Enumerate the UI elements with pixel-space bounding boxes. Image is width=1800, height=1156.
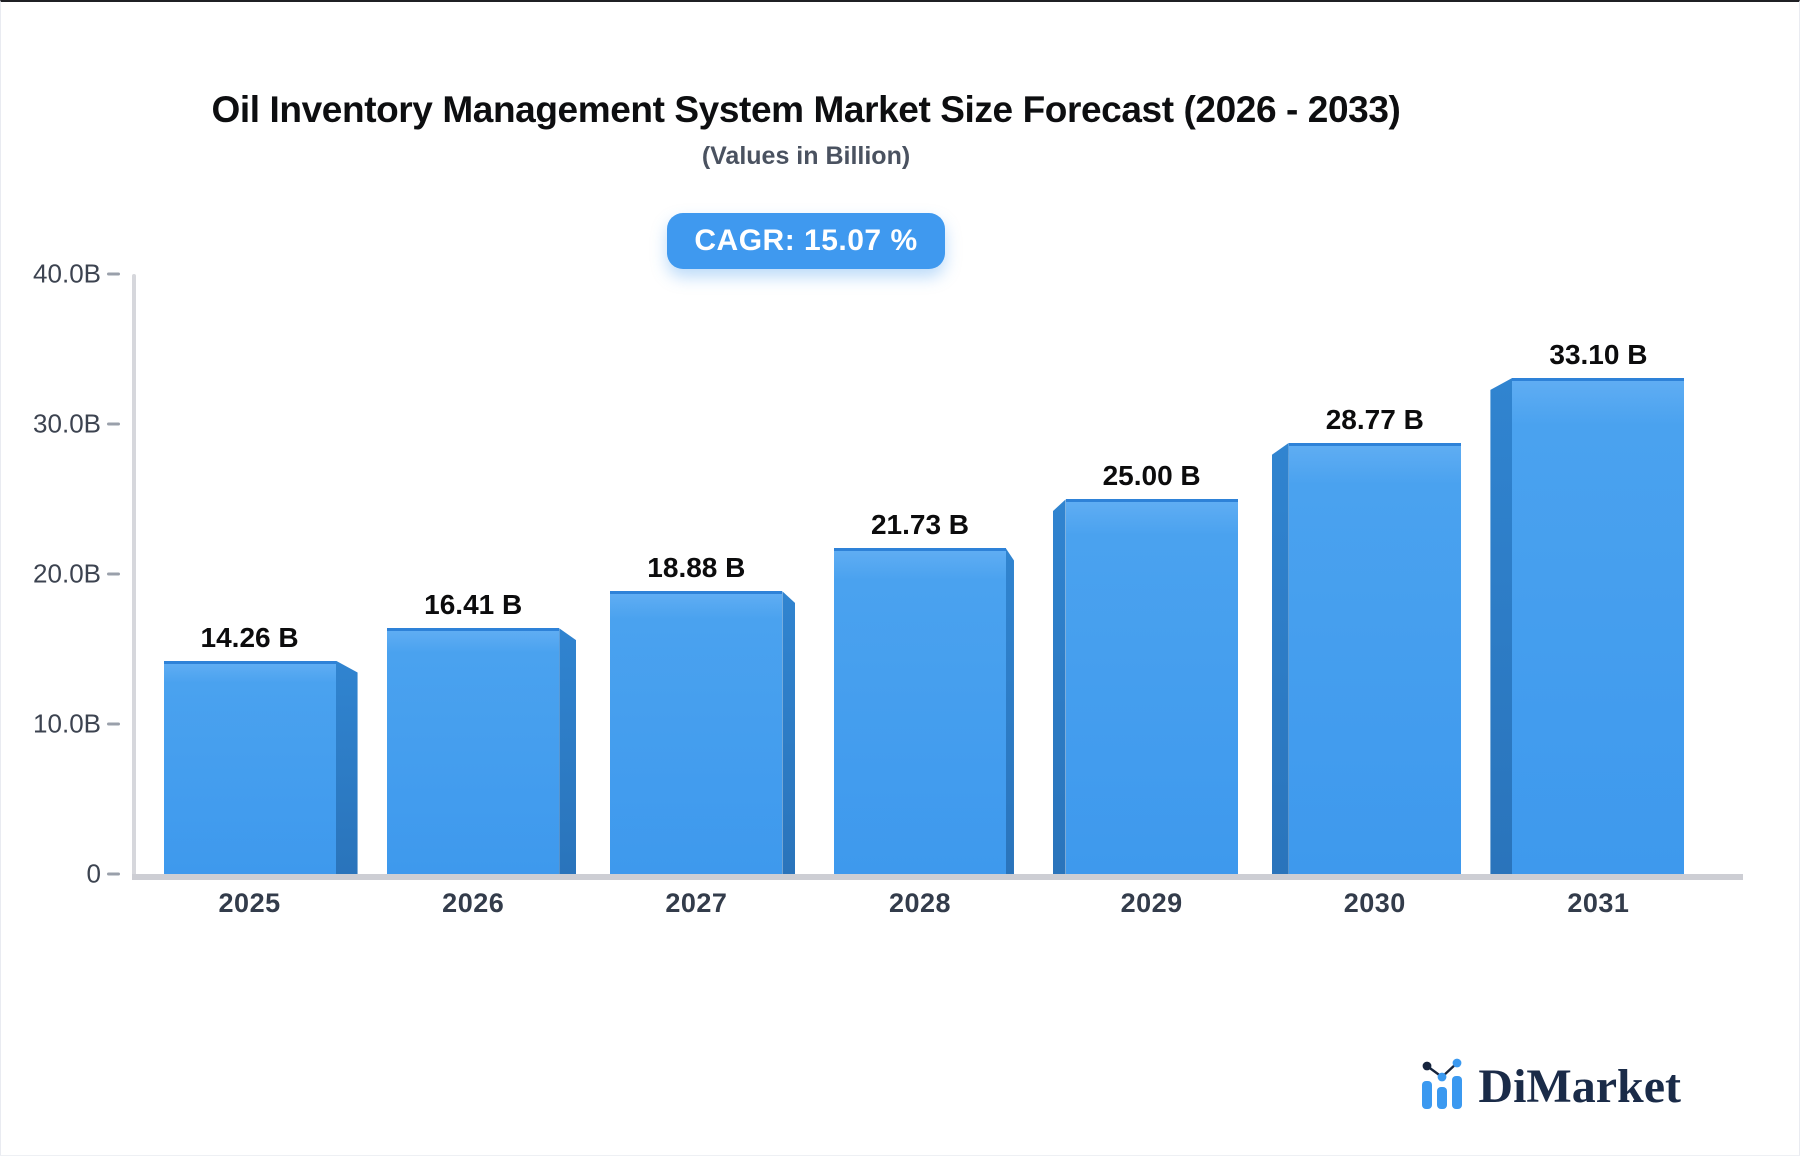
chart-title: Oil Inventory Management System Market S… — [211, 89, 1401, 130]
badge-row: CAGR: 15.07 % — [1, 213, 1611, 270]
bar-chart: 40.0B 30.0B 20.0B 10.0B 0 14.26 B 16.41 B 18.8… — [33, 259, 1743, 918]
bar-2028: 21.73 B — [833, 509, 1006, 875]
y-axis-line — [132, 274, 136, 879]
y-tick: 0 — [1, 859, 121, 890]
bar-slot: 25.00 B — [1035, 460, 1256, 875]
bar-2027: 18.88 B — [610, 552, 783, 875]
bar-value-label: 25.00 B — [1102, 460, 1201, 492]
y-tick: 30.0B — [1, 409, 121, 440]
bar-2026: 16.41 B — [387, 589, 560, 875]
y-tick-label: 0 — [86, 858, 101, 889]
y-tick-mark — [107, 722, 120, 726]
y-tick-mark — [107, 422, 120, 426]
y-tick: 10.0B — [1, 709, 121, 740]
y-tick-mark — [107, 872, 120, 876]
chart-subtitle: (Values in Billion) — [701, 142, 911, 171]
brand-logo: DiMarket — [1420, 1057, 1681, 1111]
bar-3d-side — [1271, 442, 1289, 875]
y-tick-label: 10.0B — [33, 708, 101, 739]
bar-group: 21.73 B — [833, 509, 1014, 875]
y-tick-mark — [107, 272, 120, 276]
y-tick-mark — [107, 572, 120, 576]
brand-logo-text: DiMarket — [1478, 1060, 1681, 1113]
x-axis-line — [132, 874, 1743, 881]
x-label-slot: 2029 — [1035, 888, 1256, 919]
bar-value-label: 33.10 B — [1549, 338, 1648, 370]
bar-chart-trend-icon — [1422, 1058, 1463, 1109]
bar-slot: 28.77 B — [1256, 404, 1477, 875]
bar-value-label: 14.26 B — [200, 621, 299, 653]
x-label-slot: 2025 — [150, 888, 371, 919]
bar-group: 25.00 B — [1052, 460, 1238, 875]
y-tick-label: 40.0B — [33, 258, 101, 289]
bar-value-label: 28.77 B — [1325, 403, 1424, 435]
x-axis-label: 2031 — [1567, 888, 1630, 919]
x-label-slot: 2026 — [371, 888, 592, 919]
bar-group: 14.26 B — [163, 622, 358, 875]
y-tick: 20.0B — [1, 559, 121, 590]
bar-2029: 25.00 B — [1065, 460, 1238, 875]
x-axis-label: 2029 — [1120, 888, 1183, 919]
bar-value-label: 16.41 B — [424, 589, 523, 621]
bar-2031: 33.10 B — [1512, 339, 1685, 875]
bar-slot: 21.73 B — [813, 509, 1034, 875]
x-label-slot: 2027 — [592, 888, 813, 919]
bar-3d-side — [559, 628, 577, 875]
bars-container: 14.26 B 16.41 B 18.88 B 21.73 B 25.00 B 28.77… — [150, 274, 1698, 875]
bar-slot: 18.88 B — [592, 552, 813, 875]
x-label-slot: 2031 — [1477, 888, 1698, 919]
bar-value-label: 18.88 B — [647, 552, 746, 584]
x-axis-labels: 2025 2026 2027 2028 2029 2030 2031 — [150, 888, 1698, 919]
bar-group: 33.10 B — [1490, 339, 1685, 875]
bar-3d-side — [1490, 377, 1513, 875]
x-axis-label: 2026 — [442, 888, 505, 919]
x-label-slot: 2028 — [813, 888, 1034, 919]
x-axis-label: 2025 — [218, 888, 281, 919]
chart-header: Oil Inventory Management System Market S… — [1, 88, 1611, 171]
x-axis-label: 2030 — [1343, 888, 1406, 919]
bar-3d-side — [335, 660, 358, 875]
bar-group: 28.77 B — [1271, 404, 1461, 875]
x-axis-label: 2028 — [888, 888, 952, 919]
bar-3d-side — [1052, 499, 1066, 875]
bar-slot: 14.26 B — [150, 622, 371, 875]
x-axis-label: 2027 — [665, 888, 728, 919]
bar-3d-side — [782, 591, 796, 875]
x-label-slot: 2030 — [1256, 888, 1477, 919]
bar-value-label: 21.73 B — [870, 509, 970, 541]
y-tick-label: 30.0B — [33, 408, 101, 439]
bar-2025: 14.26 B — [163, 622, 336, 875]
y-tick: 40.0B — [1, 259, 121, 290]
bar-slot: 16.41 B — [371, 589, 592, 875]
bar-slot: 33.10 B — [1477, 339, 1698, 875]
bar-2030: 28.77 B — [1288, 404, 1461, 875]
bar-group: 16.41 B — [387, 589, 577, 875]
bar-3d-side — [1005, 548, 1014, 875]
cagr-badge: CAGR: 15.07 % — [667, 213, 945, 270]
bar-group: 18.88 B — [610, 552, 796, 875]
y-tick-label: 20.0B — [33, 558, 101, 589]
